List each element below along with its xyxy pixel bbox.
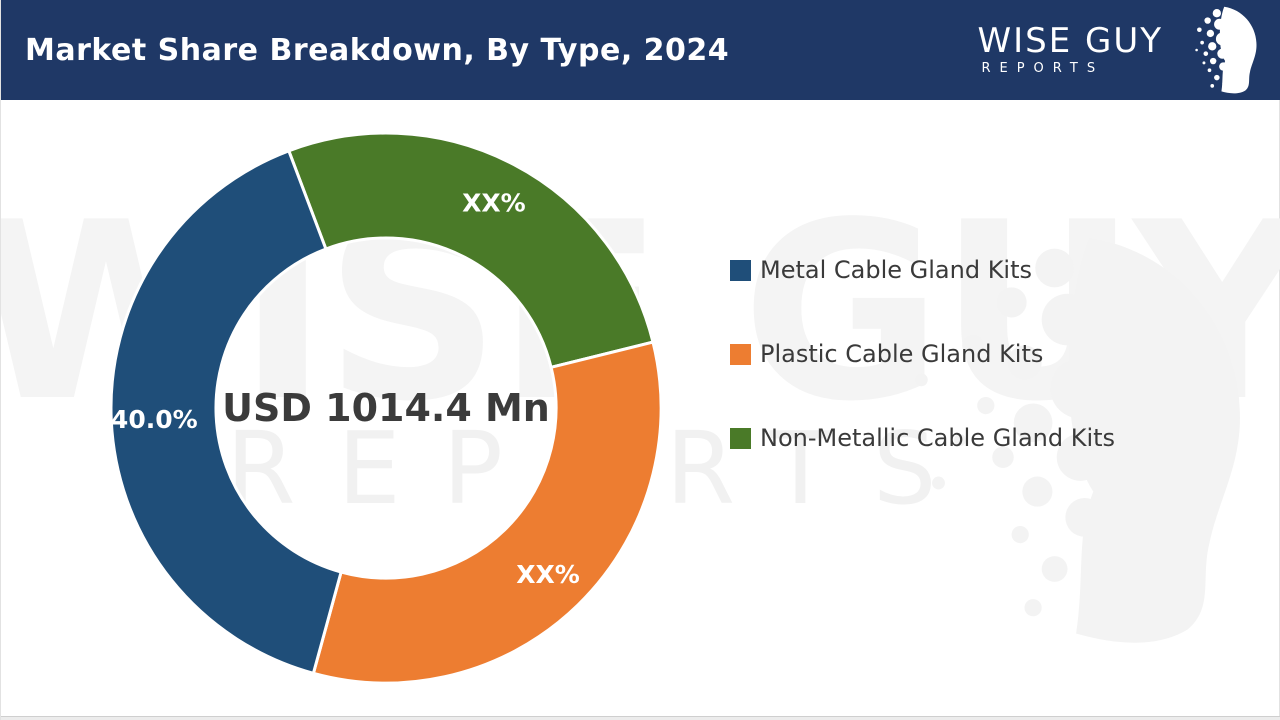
slice-percentage-label: XX% [462,189,526,218]
chart-area: WISE GUY REPORTS XX%XX%40. [1,100,1280,716]
pie-slice-non-metallic-cable-gland-kits[interactable] [286,131,655,370]
pie-slice-plastic-cable-gland-kits[interactable] [311,340,663,685]
legend-swatch-plastic [730,343,751,365]
slice-percentage-label: XX% [516,560,580,589]
logo-brand-sub: REPORTS [981,61,1105,76]
chart-center-total: USD 1014.4 Mn [222,386,550,430]
legend-label: Plastic Cable Gland Kits [760,340,1044,368]
pie-slice-metal-cable-gland-kits[interactable] [109,148,343,676]
slice-percentage-label: 40.0% [111,405,198,434]
header-bar: Market Share Breakdown, By Type, 2024 WI… [1,0,1280,100]
donut-chart: XX% XX% 40.0% [109,131,663,685]
legend-swatch-non-metallic [730,427,751,449]
legend-swatch-metal [730,259,751,281]
page-title: Market Share Breakdown, By Type, 2024 [25,32,730,68]
legend-item-plastic-cable-gland-kits[interactable]: Plastic Cable Gland Kits [730,340,1115,368]
chart-legend: Metal Cable Gland Kits Plastic Cable Gla… [730,256,1115,452]
wiseguy-logo: WISE GUY REPORTS [977,0,1263,100]
legend-item-non-metallic-cable-gland-kits[interactable]: Non-Metallic Cable Gland Kits [730,424,1115,452]
wiseguy-logo-text: WISE GUY REPORTS [977,24,1163,76]
legend-label: Metal Cable Gland Kits [760,256,1033,284]
wiseguy-head-icon [1195,6,1257,94]
logo-brand-name: WISE GUY [977,21,1163,61]
bottom-border-line [1,716,1280,720]
legend-label: Non-Metallic Cable Gland Kits [760,424,1116,452]
legend-item-metal-cable-gland-kits[interactable]: Metal Cable Gland Kits [730,256,1115,284]
